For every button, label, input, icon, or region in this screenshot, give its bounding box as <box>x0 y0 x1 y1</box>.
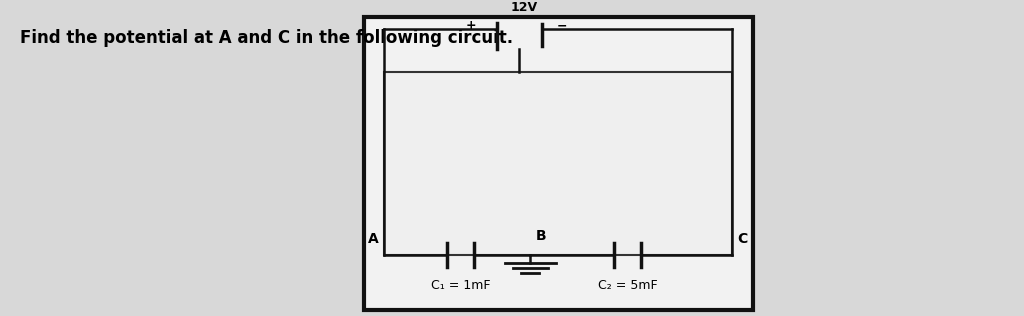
Text: C₂ = 5mF: C₂ = 5mF <box>598 279 657 292</box>
Text: B: B <box>536 229 546 243</box>
Text: Find the potential at A and C in the following circuit.: Find the potential at A and C in the fol… <box>20 29 514 47</box>
Bar <box>384 72 732 255</box>
Bar <box>364 17 753 310</box>
Text: −: − <box>557 19 567 32</box>
Text: 12V: 12V <box>511 1 538 14</box>
Text: C: C <box>737 232 748 246</box>
Text: +: + <box>466 19 476 32</box>
Text: A: A <box>369 232 379 246</box>
Text: C₁ = 1mF: C₁ = 1mF <box>431 279 490 292</box>
